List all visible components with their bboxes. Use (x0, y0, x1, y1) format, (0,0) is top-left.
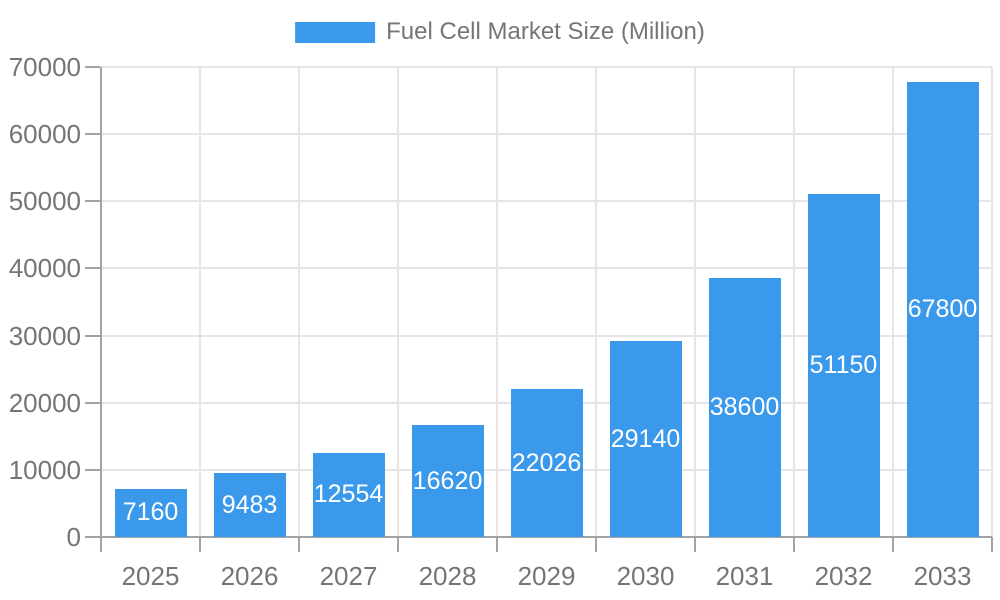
v-gridline-5 (595, 67, 597, 537)
v-gridline-8 (892, 67, 894, 537)
v-gridline-9 (991, 67, 993, 537)
v-gridline-1 (199, 67, 201, 537)
y-axis-label-70000: 70000 (8, 52, 81, 82)
bar-value-label-2033: 67800 (907, 294, 978, 323)
x-axis-label-2030: 2030 (616, 561, 675, 591)
x-axis-label-2025: 2025 (121, 561, 180, 591)
x-tick-mark-4 (496, 537, 498, 552)
bar-2033[interactable]: 67800 (906, 81, 979, 537)
bar-2025[interactable]: 7160 (114, 488, 187, 537)
bar-2028[interactable]: 16620 (411, 425, 484, 537)
legend-swatch-icon (295, 21, 376, 43)
x-axis-label-2027: 2027 (319, 561, 378, 591)
h-gridline-70000 (101, 66, 992, 68)
y-tick-mark-20000 (85, 401, 100, 404)
y-axis-label-30000: 30000 (8, 320, 81, 351)
y-axis-label-60000: 60000 (8, 119, 81, 150)
x-axis-label-2026: 2026 (220, 561, 279, 591)
y-tick-mark-40000 (85, 267, 100, 270)
y-axis-label-10000: 10000 (8, 454, 81, 485)
bar-value-label-2031: 38600 (709, 392, 780, 421)
h-gridline-40000 (101, 267, 992, 270)
h-gridline-30000 (101, 334, 992, 337)
x-axis-label-2032: 2032 (814, 561, 873, 591)
bar-value-label-2026: 9483 (221, 490, 278, 519)
y-tick-mark-70000 (85, 66, 100, 68)
y-tick-mark-60000 (85, 133, 100, 136)
bar-value-label-2029: 22026 (511, 448, 582, 477)
y-tick-mark-0 (85, 536, 100, 538)
x-tick-mark-6 (694, 537, 696, 552)
h-gridline-60000 (101, 133, 992, 136)
h-gridline-50000 (101, 200, 992, 203)
bar-value-label-2030: 29140 (610, 424, 681, 453)
legend-label: Fuel Cell Market Size (Million) (386, 18, 705, 45)
bar-value-label-2032: 51150 (809, 350, 878, 379)
v-gridline-4 (496, 67, 498, 537)
x-tick-mark-7 (793, 537, 795, 552)
plot-area: 7160 9483 12554 16620 22026 29140 38600 51150 67… (85, 66, 993, 552)
bar-2026[interactable]: 9483 (213, 473, 286, 537)
bar-value-label-2028: 16620 (412, 466, 483, 495)
y-tick-mark-50000 (85, 200, 100, 203)
x-tick-mark-9 (991, 537, 993, 552)
bar-2031[interactable]: 38600 (708, 277, 781, 537)
bar-2032[interactable]: 51150 (807, 193, 880, 537)
bar-2029[interactable]: 22026 (510, 389, 583, 537)
x-tick-mark-0 (100, 537, 102, 552)
v-gridline-3 (397, 67, 399, 537)
x-tick-mark-2 (298, 537, 300, 552)
bar-2027[interactable]: 12554 (312, 452, 385, 537)
x-axis-label-2031: 2031 (715, 561, 774, 591)
bar-value-label-2025: 7160 (122, 498, 179, 527)
y-axis-label-0: 0 (66, 522, 81, 552)
x-tick-mark-3 (397, 537, 399, 552)
bar-2030[interactable]: 29140 (609, 341, 682, 537)
v-gridline-2 (298, 67, 300, 537)
x-tick-mark-8 (892, 537, 894, 552)
x-axis-label-2029: 2029 (517, 561, 576, 591)
v-gridline-6 (694, 67, 696, 537)
y-axis-line (100, 67, 102, 552)
bar-value-label-2027: 12554 (313, 480, 384, 509)
legend[interactable]: Fuel Cell Market Size (Million) (295, 18, 705, 46)
x-tick-mark-1 (199, 537, 201, 552)
y-axis-label-50000: 50000 (8, 186, 81, 217)
x-axis-label-2028: 2028 (418, 561, 477, 591)
y-tick-mark-30000 (85, 334, 100, 337)
x-axis-label-2033: 2033 (913, 561, 972, 591)
x-axis-line (101, 536, 992, 538)
y-axis-label-20000: 20000 (8, 387, 81, 418)
y-tick-mark-10000 (85, 468, 100, 471)
y-axis-label-40000: 40000 (8, 253, 81, 284)
x-tick-mark-5 (595, 537, 597, 552)
v-gridline-7 (793, 67, 795, 537)
